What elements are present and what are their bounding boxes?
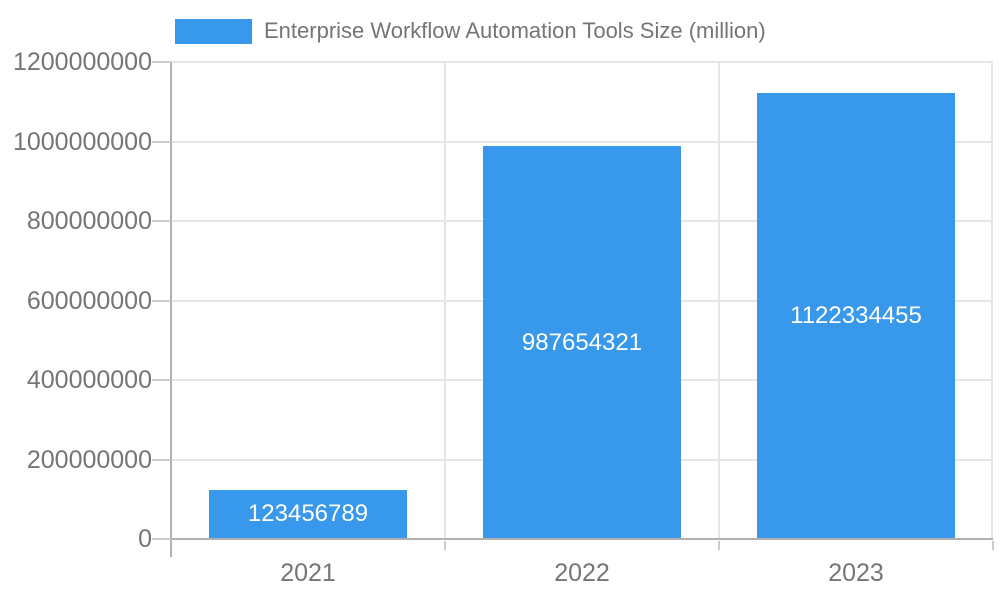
bar-value-label: 1122334455 <box>790 301 922 329</box>
x-axis-tick <box>170 541 172 550</box>
v-gridline <box>718 62 720 539</box>
x-axis-tick-label: 2021 <box>280 559 336 587</box>
x-axis-tick <box>992 541 994 550</box>
x-axis-line <box>171 538 993 540</box>
y-axis-tick <box>152 379 171 381</box>
x-axis-tick <box>444 541 446 550</box>
legend-label: Enterprise Workflow Automation Tools Siz… <box>264 18 766 43</box>
bar-2021: 123456789 <box>209 489 407 539</box>
h-gridline <box>171 61 993 63</box>
y-axis-tick-label: 0 <box>138 525 152 553</box>
v-gridline <box>991 62 993 539</box>
y-axis-tick-label: 1200000000 <box>12 48 152 76</box>
bar-value-label: 987654321 <box>521 328 643 356</box>
y-axis-tick <box>152 140 171 143</box>
y-axis-tick-label: 200000000 <box>26 445 152 474</box>
y-axis-line <box>170 62 172 557</box>
y-axis-tick-label: 800000000 <box>26 207 152 235</box>
y-axis-tick <box>152 458 171 461</box>
y-axis-tick <box>152 538 171 540</box>
x-axis-tick <box>718 541 720 550</box>
y-axis-tick <box>152 220 171 222</box>
y-axis-tick-label: 1000000000 <box>12 127 152 156</box>
v-gridline <box>444 62 446 539</box>
bar-2023: 1122334455 <box>757 92 955 539</box>
plot-area: 123456789 987654321 1122334455 <box>171 61 993 539</box>
bar-2022: 987654321 <box>483 146 681 539</box>
x-axis-tick-label: 2022 <box>554 559 610 587</box>
y-axis-tick <box>152 61 171 63</box>
y-axis-tick-label: 400000000 <box>26 366 152 394</box>
bar-value-label: 123456789 <box>247 500 369 528</box>
chart-legend: Enterprise Workflow Automation Tools Siz… <box>0 0 1000 55</box>
x-axis-tick-label: 2023 <box>828 559 884 587</box>
y-axis-tick-label: 600000000 <box>26 286 152 315</box>
y-axis-tick <box>152 299 171 302</box>
h-gridline <box>171 140 993 143</box>
legend-swatch <box>175 19 252 44</box>
